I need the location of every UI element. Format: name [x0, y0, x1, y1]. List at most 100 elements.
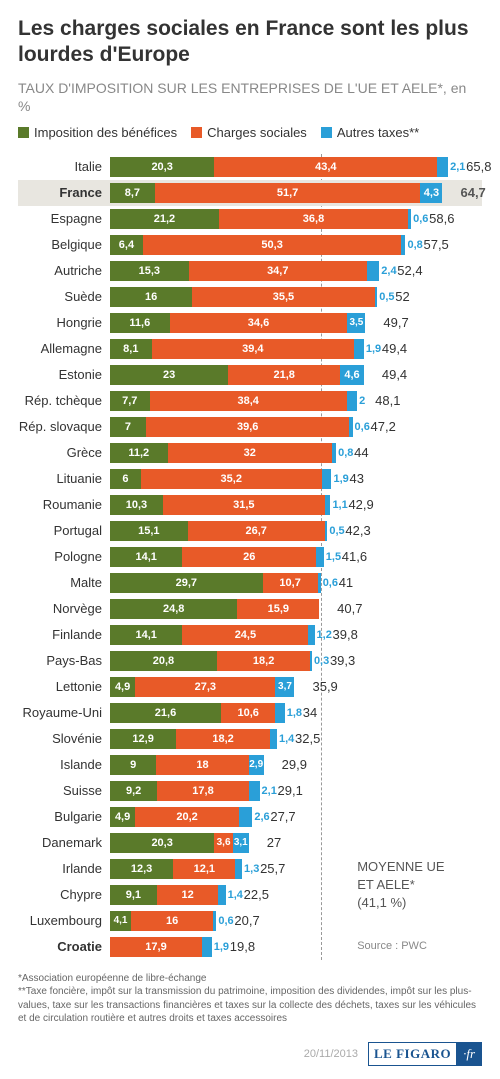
bar-segment: 12,1 [173, 859, 235, 879]
bar-segment: 43,4 [214, 157, 437, 177]
bar-segment: 20,8 [110, 651, 217, 671]
legend-swatch [321, 127, 332, 138]
bar-segment: 1,5 [316, 547, 324, 567]
chart-row: Islande9182,929,9 [18, 752, 482, 778]
bar-segment: 39,6 [146, 417, 350, 437]
country-label: Luxembourg [18, 913, 110, 928]
bar-container: 6,450,30,857,5 [110, 235, 482, 255]
country-label: Hongrie [18, 315, 110, 330]
bar-segment: 10,7 [263, 573, 318, 593]
bar-segment: 2,6 [239, 807, 252, 827]
bar-segment: 14,1 [110, 625, 182, 645]
bar-segment: 0,3 [310, 651, 312, 671]
country-label: Pays-Bas [18, 653, 110, 668]
country-label: Slovénie [18, 731, 110, 746]
country-label: Espagne [18, 211, 110, 226]
bar-segment: 23 [110, 365, 228, 385]
bar-segment: 1,4 [270, 729, 277, 749]
total-label: 52 [395, 287, 409, 307]
bar-segment: 1,4 [218, 885, 225, 905]
logo-text-a: LE FIGARO [368, 1042, 456, 1066]
chart-row: Slovénie12,918,21,4 32,5 [18, 726, 482, 752]
bar-container: 21,610,61,834 [110, 703, 482, 723]
chart-row: Roumanie10,331,51,142,9 [18, 492, 482, 518]
country-label: Rép. slovaque [18, 419, 110, 434]
chart-title: Les charges sociales en France sont les … [18, 16, 482, 69]
country-label: Lettonie [18, 679, 110, 694]
country-label: Lituanie [18, 471, 110, 486]
country-label: Norvège [18, 601, 110, 616]
chart-row: Chypre9,1121,422,5 [18, 882, 482, 908]
bar-segment: 31,5 [163, 495, 325, 515]
chart-subtitle: TAUX D'IMPOSITION SUR LES ENTREPRISES DE… [18, 79, 482, 115]
chart-row: Pays-Bas20,818,20,339,3 [18, 648, 482, 674]
country-label: Allemagne [18, 341, 110, 356]
chart-row: Royaume-Uni21,610,61,834 [18, 700, 482, 726]
bar-segment: 11,2 [110, 443, 168, 463]
bar-container: 11,634,63,549,7 [110, 313, 482, 333]
total-label: 32,5 [295, 729, 320, 749]
country-label: Malte [18, 575, 110, 590]
bar-container: 739,60,647,2 [110, 417, 482, 437]
total-label: 25,7 [260, 859, 285, 879]
chart-row: Portugal15,126,70,542,3 [18, 518, 482, 544]
legend-label: Imposition des bénéfices [34, 125, 177, 140]
bar-container: 15,334,72,452,4 [110, 261, 482, 281]
bar-segment: 12,3 [110, 859, 173, 879]
total-label: 49,4 [382, 339, 407, 359]
bar-segment: 4,9 [110, 807, 135, 827]
bar-segment: 6,4 [110, 235, 143, 255]
bar-segment: 1,1 [325, 495, 331, 515]
bar-segment: 18,2 [176, 729, 270, 749]
bar-segment: 4,6 [340, 365, 364, 385]
chart-row: Suède1635,50,552 [18, 284, 482, 310]
country-label: Italie [18, 159, 110, 174]
bar-segment: 8,1 [110, 339, 152, 359]
total-label: 40,7 [337, 599, 362, 619]
total-label: 39,3 [330, 651, 355, 671]
country-label: Suède [18, 289, 110, 304]
country-label: Bulgarie [18, 809, 110, 824]
bar-container: 17,91,919,8 [110, 937, 482, 957]
total-label: 41 [339, 573, 353, 593]
bar-container: 20,818,20,339,3 [110, 651, 482, 671]
total-label: 49,7 [383, 313, 408, 333]
bar-segment: 26,7 [188, 521, 325, 541]
bar-container: 2321,84,649,4 [110, 365, 482, 385]
total-label: 52,4 [397, 261, 422, 281]
chart-row: Lettonie4,927,33,735,9 [18, 674, 482, 700]
bar-segment: 1,8 [275, 703, 284, 723]
bar-segment: 2,9 [249, 755, 264, 775]
bar-segment: 15,3 [110, 261, 189, 281]
total-label: 19,8 [230, 937, 255, 957]
total-label: 41,6 [342, 547, 367, 567]
bar-segment: 12,9 [110, 729, 176, 749]
bar-segment: 21,2 [110, 209, 219, 229]
country-label: Belgique [18, 237, 110, 252]
legend-item: Autres taxes** [321, 125, 419, 140]
bar-segment: 0,5 [325, 521, 328, 541]
bar-container: 12,918,21,4 32,5 [110, 729, 482, 749]
bar-segment: 1,9 [202, 937, 212, 957]
bar-segment: 2,1 [249, 781, 260, 801]
total-label: 42,9 [348, 495, 373, 515]
bar-segment: 24,5 [182, 625, 308, 645]
legend-label: Autres taxes** [337, 125, 419, 140]
bar-container: 21,236,80,658,6 [110, 209, 482, 229]
bar-container: 4,1160,620,7 [110, 911, 482, 931]
bar-container: 24,815,940,7 [110, 599, 482, 619]
bar-container: 14,124,51,239,8 [110, 625, 482, 645]
publish-date: 20/11/2013 [304, 1048, 358, 1060]
bar-container: 10,331,51,1 42,9 [110, 495, 482, 515]
bar-container: 11,2320,844 [110, 443, 482, 463]
bar-segment: 34,6 [170, 313, 348, 333]
bar-segment: 10,3 [110, 495, 163, 515]
country-label: France [18, 185, 110, 200]
bar-container: 9,217,82,129,1 [110, 781, 482, 801]
bar-segment: 0,8 [332, 443, 336, 463]
bar-container: 8,751,74,364,7 [110, 183, 482, 203]
total-label: 64,7 [460, 183, 485, 203]
bar-segment: 0,6 [213, 911, 216, 931]
bar-segment: 3,7 [275, 677, 294, 697]
bar-container: 9182,929,9 [110, 755, 482, 775]
